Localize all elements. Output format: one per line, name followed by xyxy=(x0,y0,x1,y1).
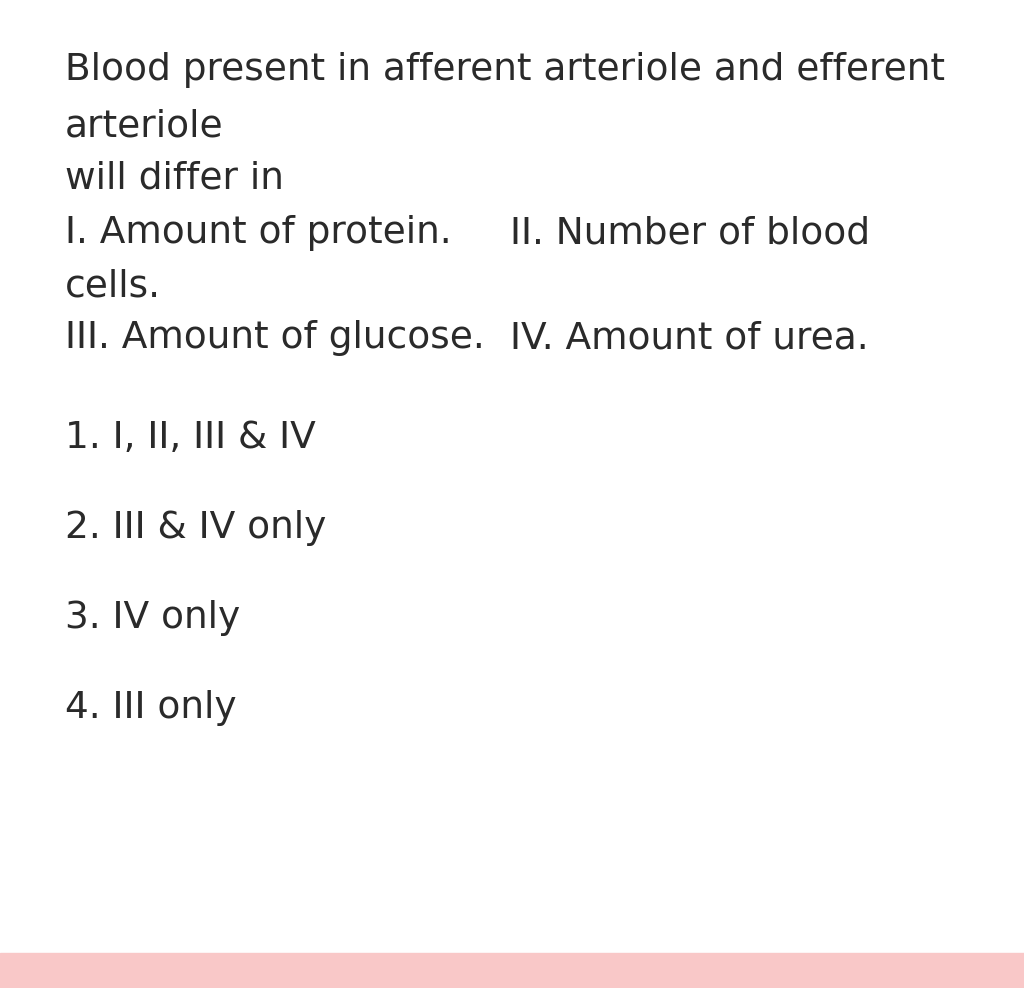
Text: cells.: cells. xyxy=(65,268,161,304)
Text: III. Amount of glucose.: III. Amount of glucose. xyxy=(65,320,484,356)
Text: 2. III & IV only: 2. III & IV only xyxy=(65,510,327,546)
Text: 1. I, II, III & IV: 1. I, II, III & IV xyxy=(65,420,315,456)
Text: I. Amount of protein.: I. Amount of protein. xyxy=(65,215,452,251)
Text: IV. Amount of urea.: IV. Amount of urea. xyxy=(510,320,868,356)
Text: arteriole: arteriole xyxy=(65,108,223,144)
Text: 3. IV only: 3. IV only xyxy=(65,600,241,636)
Text: 4. III only: 4. III only xyxy=(65,690,237,726)
Text: Blood present in afferent arteriole and efferent: Blood present in afferent arteriole and … xyxy=(65,52,945,88)
Text: II. Number of blood: II. Number of blood xyxy=(510,215,870,251)
Bar xyxy=(0,953,1024,988)
Text: will differ in: will differ in xyxy=(65,160,284,196)
